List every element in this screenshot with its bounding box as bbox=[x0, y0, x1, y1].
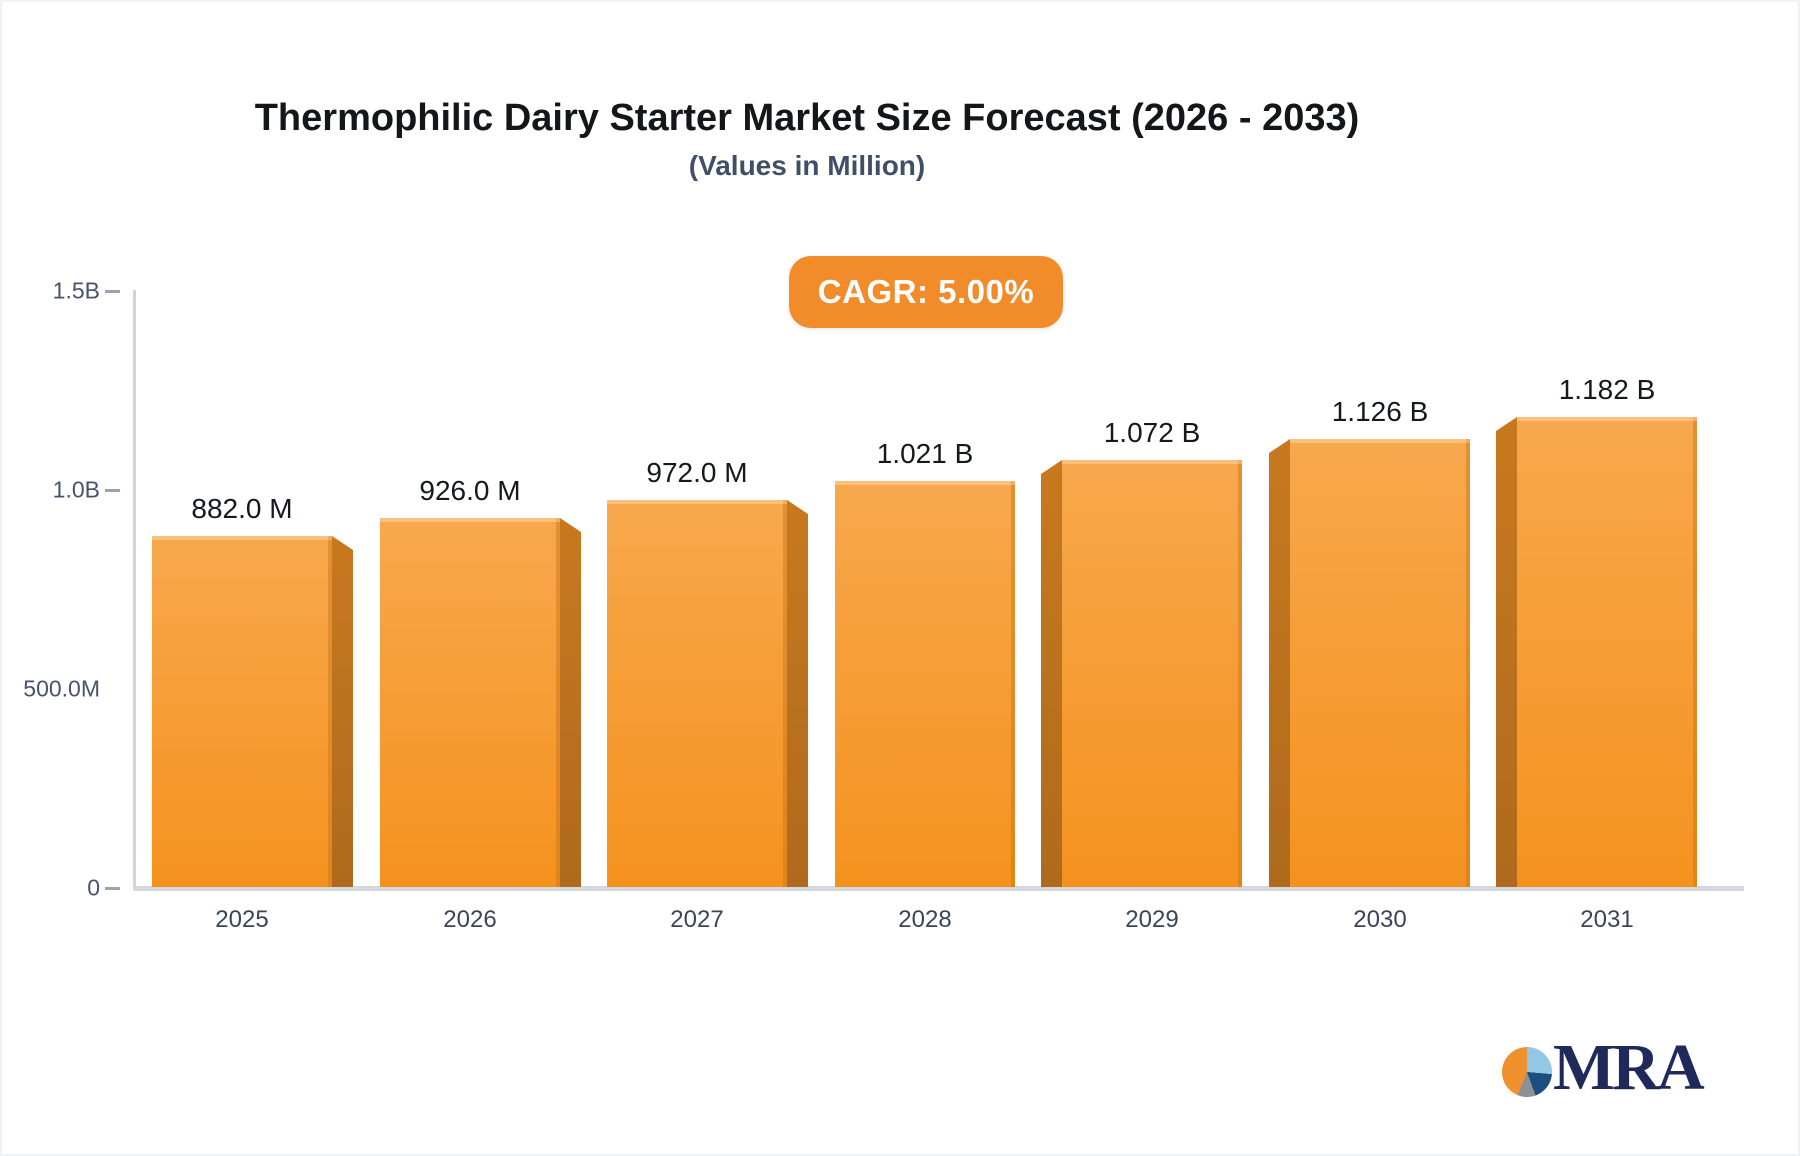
x-axis-line bbox=[133, 886, 1744, 891]
bar-2025 bbox=[152, 536, 332, 887]
x-axis-label: 2028 bbox=[898, 906, 952, 933]
pie-chart-logo-icon bbox=[1502, 1047, 1552, 1097]
bar-2026 bbox=[380, 518, 560, 887]
y-tick-mark bbox=[105, 290, 120, 293]
cagr-badge: CAGR: 5.00% bbox=[789, 256, 1063, 328]
y-tick-mark bbox=[105, 887, 120, 890]
bar-side-face-2029 bbox=[1041, 460, 1062, 887]
bar-value-label: 1.126 B bbox=[1331, 396, 1429, 427]
bar-side-face-2026 bbox=[560, 518, 581, 887]
bar-value-label: 882.0 M bbox=[191, 493, 293, 524]
x-axis-label: 2025 bbox=[215, 906, 269, 933]
page-subtitle: (Values in Million) bbox=[688, 150, 926, 181]
cagr-badge-label: CAGR: 5.00% bbox=[817, 273, 1035, 310]
bar-value-label: 926.0 M bbox=[419, 475, 521, 506]
x-axis-label: 2030 bbox=[1353, 906, 1407, 933]
bar-value-label: 1.072 B bbox=[1103, 417, 1201, 448]
bar-2031 bbox=[1517, 417, 1697, 887]
bar-2030 bbox=[1290, 439, 1470, 887]
y-tick-label: 1.5B bbox=[52, 277, 100, 304]
logo-text: MRA bbox=[1553, 1031, 1705, 1104]
bar-side-face-2027 bbox=[787, 500, 808, 887]
bar-value-label: 1.021 B bbox=[876, 438, 974, 469]
x-axis-label: 2031 bbox=[1580, 906, 1634, 933]
bar-value-label: 972.0 M bbox=[646, 457, 748, 488]
y-axis-line bbox=[133, 290, 136, 889]
x-axis-label: 2026 bbox=[443, 906, 497, 933]
bar-value-label: 1.182 B bbox=[1558, 374, 1656, 405]
y-tick-label: 1.0B bbox=[52, 476, 100, 503]
y-tick-mark bbox=[105, 489, 120, 492]
x-axis-label: 2029 bbox=[1125, 906, 1179, 933]
y-tick-label: 0 bbox=[87, 874, 100, 901]
bar-side-face-2025 bbox=[332, 536, 353, 887]
bar-2029 bbox=[1062, 460, 1242, 887]
mra-logo: MRA bbox=[1500, 1033, 1740, 1115]
y-tick-label: 500.0M bbox=[23, 675, 100, 702]
bar-side-face-2031 bbox=[1496, 417, 1517, 887]
bar-2028 bbox=[835, 481, 1015, 887]
bar-2027 bbox=[607, 500, 787, 887]
bar-side-face-2030 bbox=[1269, 439, 1290, 887]
x-axis-label: 2027 bbox=[670, 906, 724, 933]
page-title: Thermophilic Dairy Starter Market Size F… bbox=[254, 97, 1360, 139]
